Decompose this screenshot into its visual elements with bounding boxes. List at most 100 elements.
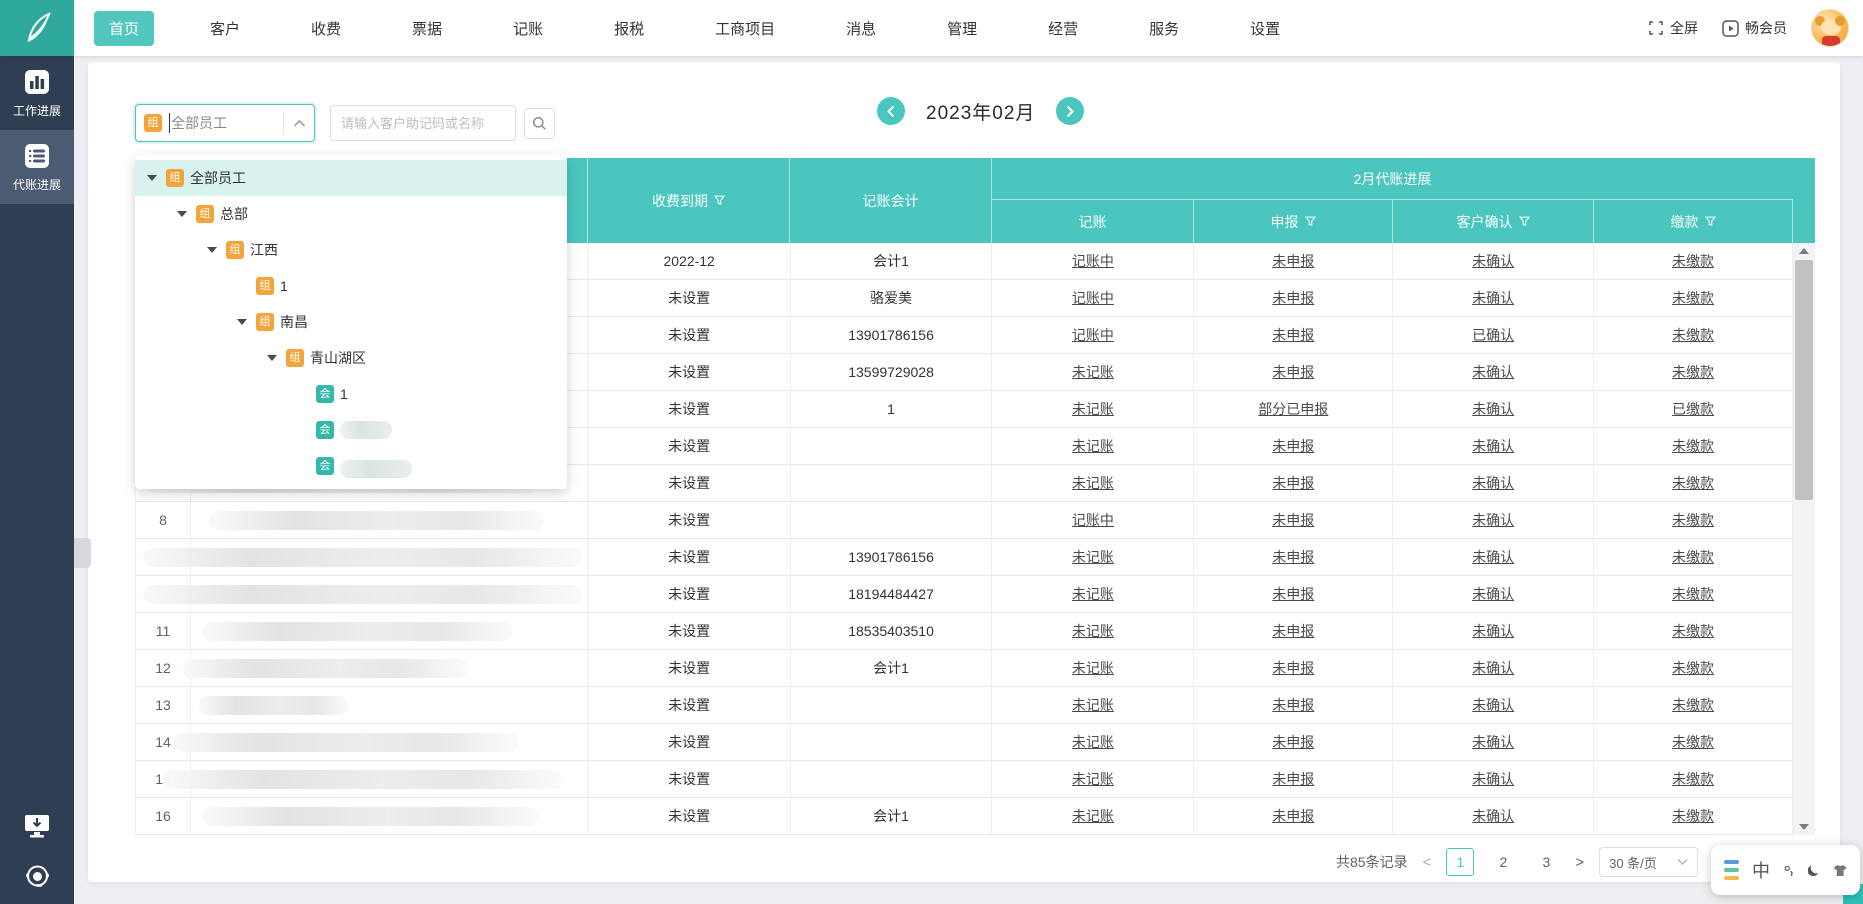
status-declaration-link[interactable]: 未申报	[1272, 660, 1315, 676]
col-header-bookkeeping[interactable]: 记账	[992, 200, 1194, 243]
status-customer-confirm-link[interactable]: 已确认	[1472, 327, 1515, 343]
status-bookkeeping-link[interactable]: 未记账	[1071, 660, 1114, 676]
status-payment-link[interactable]: 未缴款	[1672, 697, 1715, 713]
tree-expand-caret[interactable]	[237, 319, 247, 325]
ime-punctuation-icon[interactable]	[1783, 863, 1795, 878]
status-declaration-link[interactable]: 未申报	[1272, 697, 1315, 713]
status-payment-link[interactable]: 未缴款	[1672, 734, 1715, 750]
prev-page-button[interactable]: <	[1422, 853, 1432, 871]
tree-expand-caret[interactable]	[147, 175, 157, 181]
page-button-3[interactable]: 3	[1542, 854, 1551, 870]
user-avatar[interactable]	[1811, 9, 1849, 47]
status-bookkeeping-link[interactable]: 未记账	[1071, 586, 1114, 602]
status-payment-link[interactable]: 未缴款	[1672, 771, 1715, 787]
status-declaration-link[interactable]: 未申报	[1272, 623, 1315, 639]
status-payment-link[interactable]: 未缴款	[1672, 475, 1715, 491]
status-bookkeeping-link[interactable]: 未记账	[1071, 734, 1114, 750]
nav-item-消息[interactable]: 消息	[846, 20, 877, 38]
col-header-declaration[interactable]: 申报	[1194, 200, 1393, 243]
col-header-payment[interactable]: 缴款	[1594, 200, 1793, 243]
tree-item-全部员工[interactable]: 组全部员工	[135, 160, 567, 196]
status-bookkeeping-link[interactable]: 未记账	[1071, 771, 1114, 787]
status-declaration-link[interactable]: 未申报	[1272, 512, 1315, 528]
tree-item-南昌[interactable]: 组南昌	[135, 304, 567, 340]
filter-icon[interactable]	[1518, 216, 1530, 227]
status-bookkeeping-link[interactable]: 未记账	[1071, 623, 1114, 639]
status-payment-link[interactable]: 未缴款	[1672, 586, 1715, 602]
col-header-fee-due[interactable]: 收费到期	[588, 158, 790, 243]
status-customer-confirm-link[interactable]: 未确认	[1472, 253, 1515, 269]
search-button[interactable]	[524, 108, 555, 139]
status-declaration-link[interactable]: 未申报	[1272, 475, 1315, 491]
status-payment-link[interactable]: 未缴款	[1672, 364, 1715, 380]
status-payment-link[interactable]: 未缴款	[1672, 253, 1715, 269]
sidebar-item-代账进展[interactable]: 代账进展	[0, 130, 74, 204]
sidebar-item-工作进展[interactable]: 工作进展	[0, 56, 74, 130]
tree-expand-caret[interactable]	[207, 247, 217, 253]
ime-skin-icon[interactable]	[1833, 863, 1847, 878]
page-size-select[interactable]: 30 条/页	[1599, 847, 1699, 877]
nav-item-记账[interactable]: 记账	[513, 20, 544, 38]
status-declaration-link[interactable]: 未申报	[1272, 327, 1315, 343]
status-bookkeeping-link[interactable]: 未记账	[1071, 438, 1114, 454]
tree-item-江西[interactable]: 组江西	[135, 232, 567, 268]
status-customer-confirm-link[interactable]: 未确认	[1472, 734, 1515, 750]
table-scrollbar[interactable]	[1793, 243, 1815, 835]
status-declaration-link[interactable]: 未申报	[1272, 771, 1315, 787]
nav-item-票据[interactable]: 票据	[412, 20, 443, 38]
status-bookkeeping-link[interactable]: 未记账	[1071, 549, 1114, 565]
page-button-2[interactable]: 2	[1499, 854, 1508, 870]
status-payment-link[interactable]: 未缴款	[1672, 623, 1715, 639]
scroll-down-arrow[interactable]	[1793, 819, 1815, 835]
status-bookkeeping-link[interactable]: 记账中	[1071, 327, 1114, 343]
status-customer-confirm-link[interactable]: 未确认	[1472, 364, 1515, 380]
status-payment-link[interactable]: 已缴款	[1672, 401, 1715, 417]
status-bookkeeping-link[interactable]: 未记账	[1071, 808, 1114, 824]
status-customer-confirm-link[interactable]: 未确认	[1472, 771, 1515, 787]
member-button[interactable]: 畅会员	[1722, 18, 1787, 38]
status-declaration-link[interactable]: 未申报	[1272, 290, 1315, 306]
download-client-icon[interactable]	[23, 813, 51, 839]
nav-item-设置[interactable]: 设置	[1250, 20, 1281, 38]
filter-icon[interactable]	[1704, 216, 1716, 227]
status-payment-link[interactable]: 未缴款	[1672, 512, 1715, 528]
tree-item[interactable]: 会	[135, 448, 567, 484]
status-declaration-link[interactable]: 未申报	[1272, 586, 1315, 602]
page-button-1[interactable]: 1	[1446, 848, 1475, 876]
employee-filter-select[interactable]: 组 全部员工	[135, 104, 315, 142]
status-bookkeeping-link[interactable]: 记账中	[1071, 290, 1114, 306]
nav-item-服务[interactable]: 服务	[1149, 20, 1180, 38]
status-customer-confirm-link[interactable]: 未确认	[1472, 697, 1515, 713]
ime-moon-icon[interactable]	[1807, 863, 1820, 878]
status-declaration-link[interactable]: 未申报	[1272, 549, 1315, 565]
status-bookkeeping-link[interactable]: 未记账	[1071, 401, 1114, 417]
status-customer-confirm-link[interactable]: 未确认	[1472, 808, 1515, 824]
status-customer-confirm-link[interactable]: 未确认	[1472, 290, 1515, 306]
next-page-button[interactable]: >	[1575, 853, 1585, 871]
filter-icon[interactable]	[1304, 216, 1316, 227]
next-month-button[interactable]	[1056, 97, 1085, 125]
status-bookkeeping-link[interactable]: 未记账	[1071, 475, 1114, 491]
status-customer-confirm-link[interactable]: 未确认	[1472, 475, 1515, 491]
tree-expand-caret[interactable]	[177, 211, 187, 217]
tree-item-总部[interactable]: 组总部	[135, 196, 567, 232]
col-header-accountant[interactable]: 记账会计	[790, 158, 992, 243]
tree-expand-caret[interactable]	[267, 355, 277, 361]
status-bookkeeping-link[interactable]: 记账中	[1071, 253, 1114, 269]
status-customer-confirm-link[interactable]: 未确认	[1472, 401, 1515, 417]
status-declaration-link[interactable]: 未申报	[1272, 808, 1315, 824]
nav-item-报税[interactable]: 报税	[614, 20, 645, 38]
status-customer-confirm-link[interactable]: 未确认	[1472, 512, 1515, 528]
tree-item[interactable]: 会	[135, 412, 567, 448]
scrollbar-thumb[interactable]	[1795, 260, 1813, 500]
support-headset-icon[interactable]	[24, 863, 51, 890]
status-payment-link[interactable]: 未缴款	[1672, 438, 1715, 454]
panel-collapse-handle[interactable]	[74, 538, 91, 568]
status-customer-confirm-link[interactable]: 未确认	[1472, 586, 1515, 602]
status-payment-link[interactable]: 未缴款	[1672, 660, 1715, 676]
col-header-customer-confirm[interactable]: 客户确认	[1393, 200, 1594, 243]
scroll-up-arrow[interactable]	[1793, 243, 1815, 259]
status-payment-link[interactable]: 未缴款	[1672, 808, 1715, 824]
